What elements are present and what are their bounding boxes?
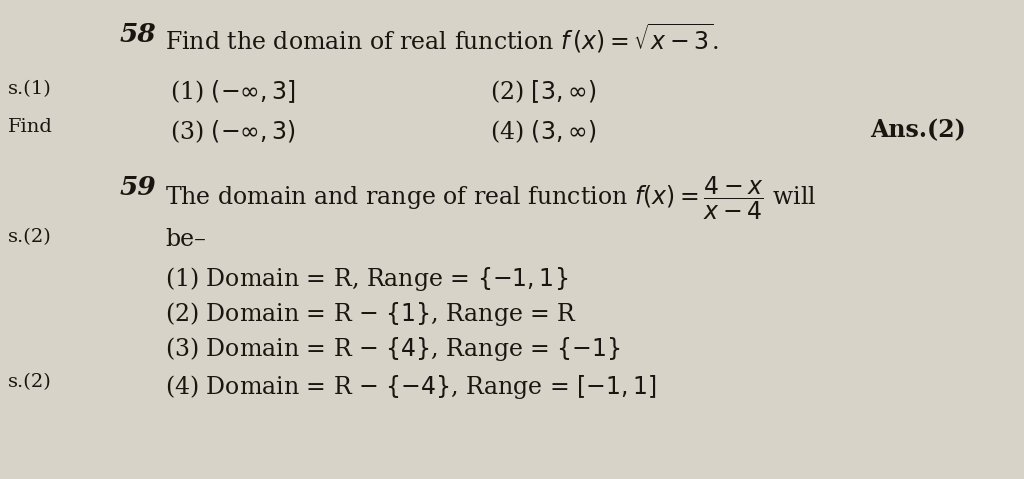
Text: (1) Domain = R, Range = $\{-1, 1\}$: (1) Domain = R, Range = $\{-1, 1\}$ <box>165 265 568 293</box>
Text: (2) $[3, \infty)$: (2) $[3, \infty)$ <box>490 78 596 105</box>
Text: The domain and range of real function $f(x) = \dfrac{4-x}{x-4}$ will: The domain and range of real function $f… <box>165 175 816 222</box>
Text: Find the domain of real function $f\,(x) = \sqrt{x-3}$.: Find the domain of real function $f\,(x)… <box>165 22 719 56</box>
Text: s.(2): s.(2) <box>8 373 52 391</box>
Text: 59: 59 <box>120 175 157 200</box>
Text: s.(1): s.(1) <box>8 80 52 98</box>
Text: (3) Domain = R $-$ $\{4\}$, Range = $\{-1\}$: (3) Domain = R $-$ $\{4\}$, Range = $\{-… <box>165 335 621 363</box>
Text: (3) $(-\infty, 3)$: (3) $(-\infty, 3)$ <box>170 118 296 145</box>
Text: (1) $(-\infty, 3]$: (1) $(-\infty, 3]$ <box>170 78 296 105</box>
Text: be–: be– <box>165 228 206 251</box>
Text: (4) Domain = R $-$ $\{-4\}$, Range = $[-1, 1]$: (4) Domain = R $-$ $\{-4\}$, Range = $[-… <box>165 373 657 401</box>
Text: s.(2): s.(2) <box>8 228 52 246</box>
Text: Ans.(2): Ans.(2) <box>870 118 966 142</box>
Text: (4) $(3, \infty)$: (4) $(3, \infty)$ <box>490 118 596 145</box>
Text: Find: Find <box>8 118 53 136</box>
Text: 58: 58 <box>120 22 157 47</box>
Text: (2) Domain = R $-$ $\{1\}$, Range = R: (2) Domain = R $-$ $\{1\}$, Range = R <box>165 300 578 328</box>
